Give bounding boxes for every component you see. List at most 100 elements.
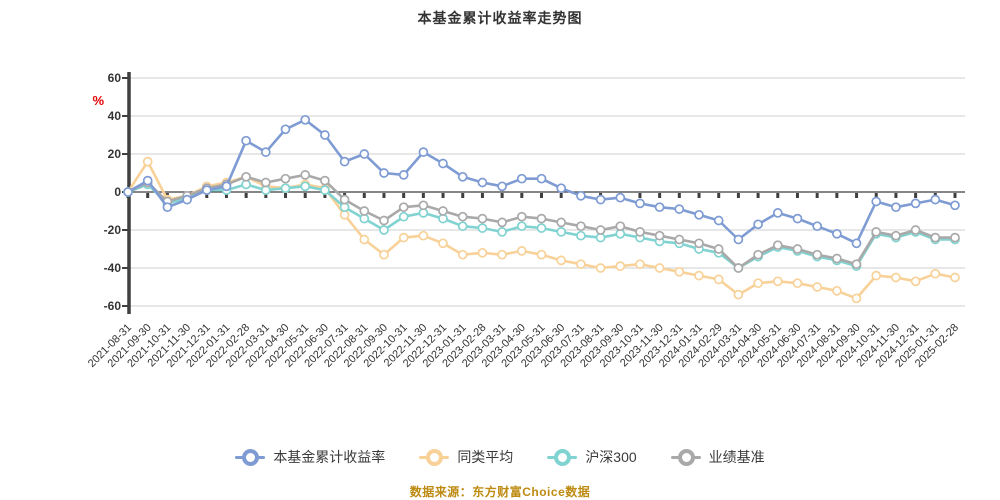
- data-point-marker[interactable]: [162, 202, 173, 213]
- data-point-marker[interactable]: [320, 175, 330, 186]
- data-point-marker[interactable]: [516, 173, 527, 184]
- data-point-marker[interactable]: [280, 183, 291, 194]
- data-point-marker[interactable]: [772, 276, 783, 287]
- data-point-marker[interactable]: [418, 147, 429, 157]
- data-point-marker[interactable]: [142, 175, 153, 186]
- data-point-marker[interactable]: [182, 194, 192, 205]
- data-point-marker[interactable]: [398, 202, 409, 213]
- data-point-marker[interactable]: [398, 232, 409, 243]
- data-point-marker[interactable]: [733, 263, 744, 273]
- data-point-marker[interactable]: [379, 168, 389, 178]
- data-point-marker[interactable]: [241, 135, 251, 146]
- data-point-marker[interactable]: [142, 156, 153, 167]
- data-point-marker[interactable]: [438, 158, 448, 169]
- data-point-marker[interactable]: [379, 215, 389, 226]
- data-point-marker[interactable]: [536, 173, 547, 184]
- data-point-marker[interactable]: [871, 227, 882, 237]
- legend-item-benchmark[interactable]: 业绩基准: [670, 447, 765, 467]
- data-point-marker[interactable]: [457, 221, 468, 232]
- data-point-marker[interactable]: [576, 259, 586, 270]
- data-point-marker[interactable]: [654, 202, 665, 213]
- data-point-marker[interactable]: [477, 247, 488, 258]
- data-point-marker[interactable]: [832, 253, 842, 264]
- data-point-marker[interactable]: [339, 156, 350, 167]
- data-point-marker[interactable]: [300, 181, 311, 192]
- data-point-marker[interactable]: [910, 276, 921, 287]
- data-point-marker[interactable]: [379, 249, 389, 260]
- data-point-marker[interactable]: [556, 183, 567, 194]
- data-point-marker[interactable]: [812, 282, 823, 292]
- data-point-marker[interactable]: [654, 263, 665, 273]
- data-point-marker[interactable]: [418, 200, 429, 211]
- data-point-marker[interactable]: [674, 266, 685, 277]
- data-point-marker[interactable]: [674, 234, 685, 245]
- data-point-marker[interactable]: [418, 230, 429, 241]
- data-point-marker[interactable]: [201, 185, 212, 195]
- data-point-marker[interactable]: [359, 234, 370, 245]
- legend-item-category-average[interactable]: 同类平均: [419, 447, 513, 467]
- data-point-marker[interactable]: [851, 238, 862, 249]
- data-point-marker[interactable]: [477, 177, 488, 188]
- data-point-marker[interactable]: [615, 221, 626, 232]
- data-point-marker[interactable]: [536, 249, 547, 260]
- data-point-marker[interactable]: [950, 232, 960, 243]
- data-point-marker[interactable]: [536, 223, 547, 233]
- data-point-marker[interactable]: [615, 261, 626, 271]
- data-point-marker[interactable]: [497, 249, 507, 260]
- data-point-marker[interactable]: [516, 221, 527, 232]
- data-point-marker[interactable]: [694, 238, 704, 249]
- data-point-marker[interactable]: [595, 225, 606, 235]
- data-point-marker[interactable]: [713, 274, 724, 285]
- data-point-marker[interactable]: [851, 293, 862, 304]
- data-point-marker[interactable]: [260, 147, 271, 157]
- data-point-marker[interactable]: [851, 259, 862, 270]
- data-point-marker[interactable]: [733, 234, 744, 245]
- data-point-marker[interactable]: [832, 285, 842, 296]
- data-point-marker[interactable]: [516, 211, 527, 222]
- data-point-marker[interactable]: [300, 114, 311, 125]
- data-point-marker[interactable]: [477, 223, 488, 233]
- data-point-marker[interactable]: [320, 130, 330, 140]
- data-point-marker[interactable]: [832, 228, 842, 239]
- data-point-marker[interactable]: [694, 209, 704, 220]
- data-point-marker[interactable]: [753, 219, 763, 230]
- data-point-marker[interactable]: [359, 149, 370, 159]
- data-point-marker[interactable]: [772, 208, 783, 218]
- data-point-marker[interactable]: [753, 278, 763, 289]
- data-point-marker[interactable]: [438, 238, 448, 249]
- data-point-marker[interactable]: [300, 170, 311, 180]
- data-point-marker[interactable]: [457, 171, 468, 182]
- data-point-marker[interactable]: [398, 170, 409, 180]
- data-point-marker[interactable]: [871, 270, 882, 281]
- data-point-marker[interactable]: [595, 263, 606, 273]
- data-point-marker[interactable]: [753, 249, 763, 260]
- data-point-marker[interactable]: [241, 171, 251, 182]
- data-point-marker[interactable]: [320, 185, 330, 195]
- data-point-marker[interactable]: [280, 124, 291, 135]
- data-point-marker[interactable]: [556, 217, 567, 228]
- data-point-marker[interactable]: [713, 244, 724, 254]
- data-point-marker[interactable]: [438, 206, 448, 216]
- data-point-marker[interactable]: [457, 211, 468, 222]
- data-point-marker[interactable]: [359, 206, 370, 216]
- data-point-marker[interactable]: [733, 289, 744, 300]
- data-point-marker[interactable]: [635, 227, 645, 237]
- data-point-marker[interactable]: [950, 272, 960, 283]
- data-point-marker[interactable]: [713, 215, 724, 226]
- data-point-marker[interactable]: [576, 221, 586, 232]
- legend-item-csi300[interactable]: 沪深300: [547, 447, 637, 467]
- data-point-marker[interactable]: [379, 225, 389, 235]
- data-point-marker[interactable]: [891, 272, 901, 283]
- data-point-marker[interactable]: [654, 230, 665, 241]
- data-point-marker[interactable]: [635, 198, 645, 209]
- data-point-marker[interactable]: [576, 190, 586, 201]
- data-point-marker[interactable]: [595, 194, 606, 205]
- data-point-marker[interactable]: [930, 194, 941, 205]
- data-point-marker[interactable]: [871, 196, 882, 207]
- data-point-marker[interactable]: [536, 213, 547, 224]
- data-point-marker[interactable]: [497, 227, 507, 237]
- data-point-marker[interactable]: [910, 225, 921, 235]
- data-point-marker[interactable]: [516, 246, 527, 256]
- data-point-marker[interactable]: [556, 227, 567, 237]
- legend-item-fund[interactable]: 本基金累计收益率: [235, 447, 385, 467]
